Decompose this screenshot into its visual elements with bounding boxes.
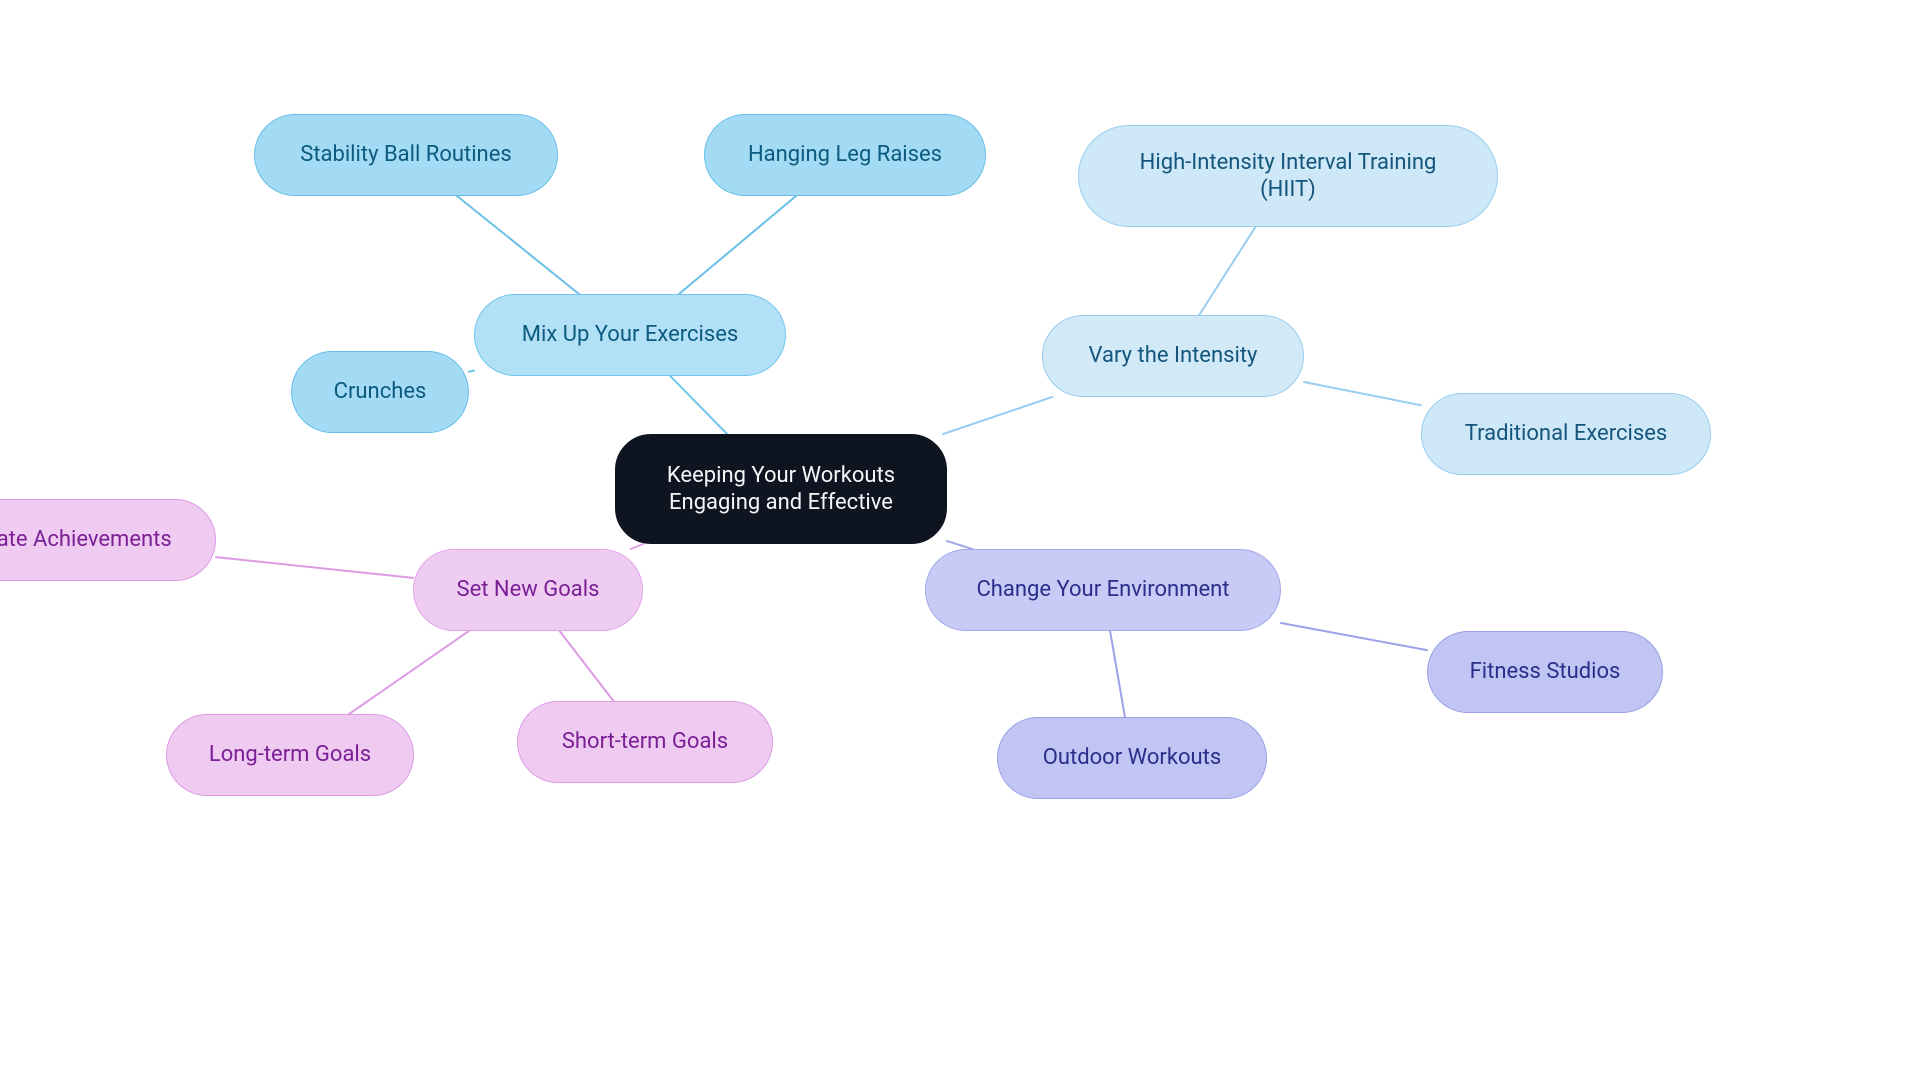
node-label: Keeping Your Workouts Engaging and Effec… [667, 462, 895, 517]
node-label: Hanging Leg Raises [748, 141, 942, 169]
node-mix-crunches: Crunches [291, 351, 469, 433]
edge-mix-mix-stability [457, 196, 579, 294]
node-label: Change Your Environment [976, 576, 1229, 604]
node-label: Vary the Intensity [1089, 342, 1258, 370]
node-label: Short-term Goals [562, 728, 728, 756]
edge-goals-goals-long [349, 631, 469, 714]
node-goals-short: Short-term Goals [517, 701, 773, 783]
node-vary-hiit: High-Intensity Interval Training (HIIT) [1078, 125, 1498, 227]
node-vary: Vary the Intensity [1042, 315, 1304, 397]
node-vary-traditional: Traditional Exercises [1421, 393, 1711, 475]
edge-root-mix [670, 376, 727, 434]
node-env-outdoor: Outdoor Workouts [997, 717, 1267, 799]
mindmap-canvas: Keeping Your Workouts Engaging and Effec… [0, 0, 1920, 1083]
edge-root-vary [943, 397, 1052, 434]
node-goals: Set New Goals [413, 549, 643, 631]
node-label: Long-term Goals [209, 741, 371, 769]
node-label: Celebrate Achievements [0, 526, 172, 554]
edge-root-env [947, 541, 972, 549]
edge-root-goals [631, 544, 644, 549]
node-root: Keeping Your Workouts Engaging and Effec… [615, 434, 947, 544]
node-label: Mix Up Your Exercises [522, 321, 738, 349]
node-goals-celebrate: Celebrate Achievements [0, 499, 216, 581]
node-label: Crunches [334, 378, 427, 406]
edge-vary-vary-hiit [1199, 227, 1255, 315]
node-goals-long: Long-term Goals [166, 714, 414, 796]
node-label: Outdoor Workouts [1043, 744, 1221, 772]
edge-vary-vary-traditional [1304, 382, 1421, 405]
node-mix-stability: Stability Ball Routines [254, 114, 558, 196]
node-env-studios: Fitness Studios [1427, 631, 1663, 713]
edge-goals-goals-short [560, 631, 614, 701]
node-label: Fitness Studios [1470, 658, 1621, 686]
edge-env-env-studios [1281, 623, 1427, 650]
edge-goals-goals-celebrate [216, 557, 413, 578]
edge-mix-mix-hanging [679, 196, 796, 294]
node-label: Traditional Exercises [1465, 420, 1667, 448]
edge-env-env-outdoor [1110, 631, 1125, 717]
node-label: Stability Ball Routines [300, 141, 511, 169]
node-mix: Mix Up Your Exercises [474, 294, 786, 376]
edge-mix-mix-crunches [469, 371, 474, 372]
node-mix-hanging: Hanging Leg Raises [704, 114, 986, 196]
node-env: Change Your Environment [925, 549, 1281, 631]
node-label: Set New Goals [457, 576, 600, 604]
node-label: High-Intensity Interval Training (HIIT) [1140, 149, 1437, 204]
